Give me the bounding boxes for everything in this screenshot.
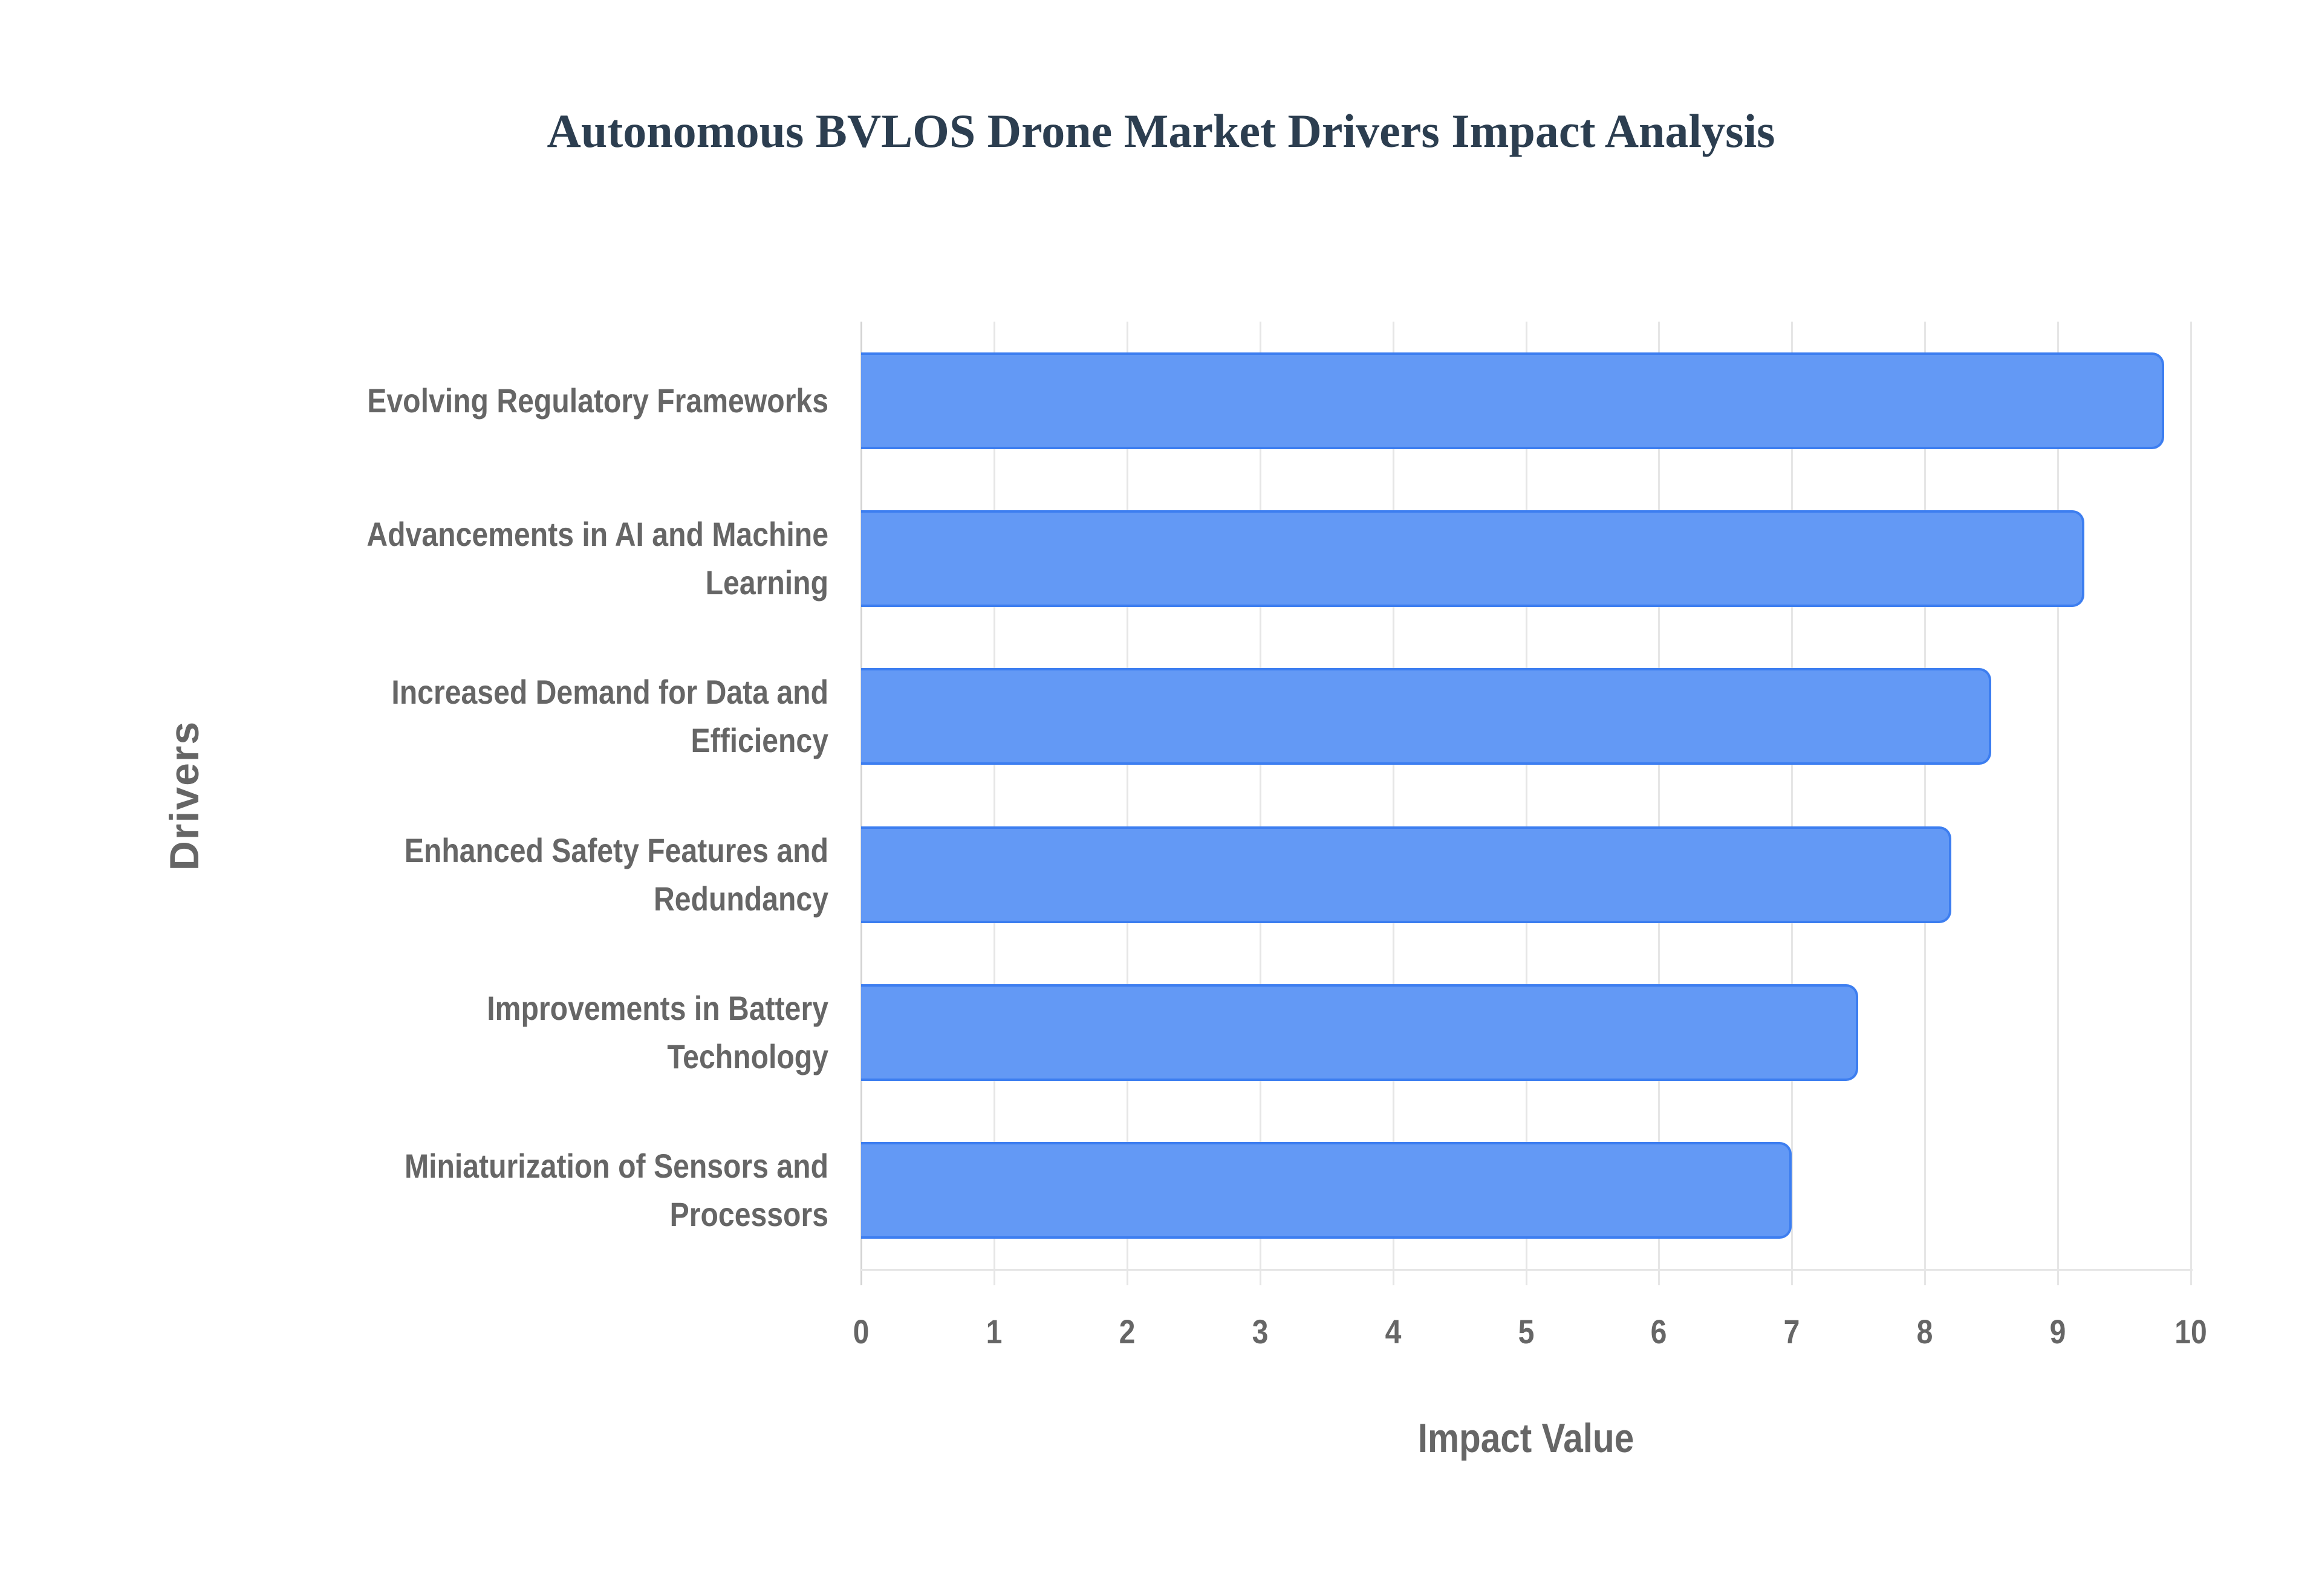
x-tick-label: 10 bbox=[2174, 1312, 2207, 1351]
gridline bbox=[1525, 322, 1527, 1285]
gridline bbox=[1259, 322, 1261, 1285]
x-tick-label: 8 bbox=[1916, 1312, 1933, 1351]
gridline bbox=[860, 322, 862, 1285]
chart-title: Autonomous BVLOS Drone Market Drivers Im… bbox=[547, 105, 1775, 157]
y-axis-label: Evolving Regulatory Frameworks bbox=[308, 377, 828, 425]
bar[interactable] bbox=[861, 984, 1859, 1081]
y-axis-label-line: Learning bbox=[705, 563, 828, 602]
x-tick-label: 1 bbox=[986, 1312, 1003, 1351]
bar[interactable] bbox=[861, 826, 1952, 923]
y-axis-label-line: Advancements in AI and Machine bbox=[366, 515, 828, 553]
y-axis-label-line: Enhanced Safety Features and bbox=[404, 831, 828, 869]
x-tick-label: 3 bbox=[1252, 1312, 1269, 1351]
y-axis-label: Advancements in AI and Machine Learning bbox=[308, 510, 828, 607]
y-axis-label: Miniaturization of Sensors and Processors bbox=[308, 1142, 828, 1239]
y-axis-label-line: Miniaturization of Sensors and bbox=[404, 1147, 828, 1186]
x-tick-label: 2 bbox=[1119, 1312, 1136, 1351]
plot-area bbox=[860, 322, 2193, 1285]
y-axis-label-line: Evolving Regulatory Frameworks bbox=[367, 381, 828, 420]
x-tick-label: 4 bbox=[1385, 1312, 1401, 1351]
gridline bbox=[993, 322, 995, 1285]
y-axis-label: Improvements in Battery Technology bbox=[308, 984, 828, 1081]
bar[interactable] bbox=[861, 510, 2085, 607]
y-axis-label-line: Improvements in Battery bbox=[487, 989, 828, 1027]
bar[interactable] bbox=[861, 352, 2165, 449]
bar[interactable] bbox=[861, 668, 1992, 765]
y-axis-label: Increased Demand for Data and Efficiency bbox=[308, 668, 828, 765]
gridline bbox=[1791, 322, 1794, 1285]
y-axis-label-line: Technology bbox=[667, 1037, 828, 1075]
gridline bbox=[1658, 322, 1660, 1285]
y-axis-title: Drivers bbox=[161, 720, 207, 871]
y-axis-label: Enhanced Safety Features and Redundancy bbox=[308, 826, 828, 923]
x-tick-label: 7 bbox=[1783, 1312, 1800, 1351]
gridline bbox=[1924, 322, 1927, 1285]
y-axis-label-line: Efficiency bbox=[691, 721, 828, 760]
gridline bbox=[2057, 322, 2060, 1285]
gridline bbox=[1392, 322, 1394, 1285]
x-tick-label: 0 bbox=[853, 1312, 870, 1351]
y-axis-label-line: Redundancy bbox=[653, 879, 828, 918]
y-axis-label-line: Processors bbox=[669, 1195, 828, 1234]
bar[interactable] bbox=[861, 1142, 1792, 1239]
x-tick-label: 9 bbox=[2049, 1312, 2066, 1351]
gridline bbox=[1126, 322, 1128, 1285]
y-axis-label-line: Increased Demand for Data and bbox=[391, 673, 828, 712]
x-tick-label: 5 bbox=[1518, 1312, 1534, 1351]
x-tick-label: 6 bbox=[1650, 1312, 1667, 1351]
x-axis-title: Impact Value bbox=[1417, 1415, 1634, 1461]
gridline bbox=[2190, 322, 2192, 1285]
x-axis-line bbox=[861, 1269, 2193, 1271]
